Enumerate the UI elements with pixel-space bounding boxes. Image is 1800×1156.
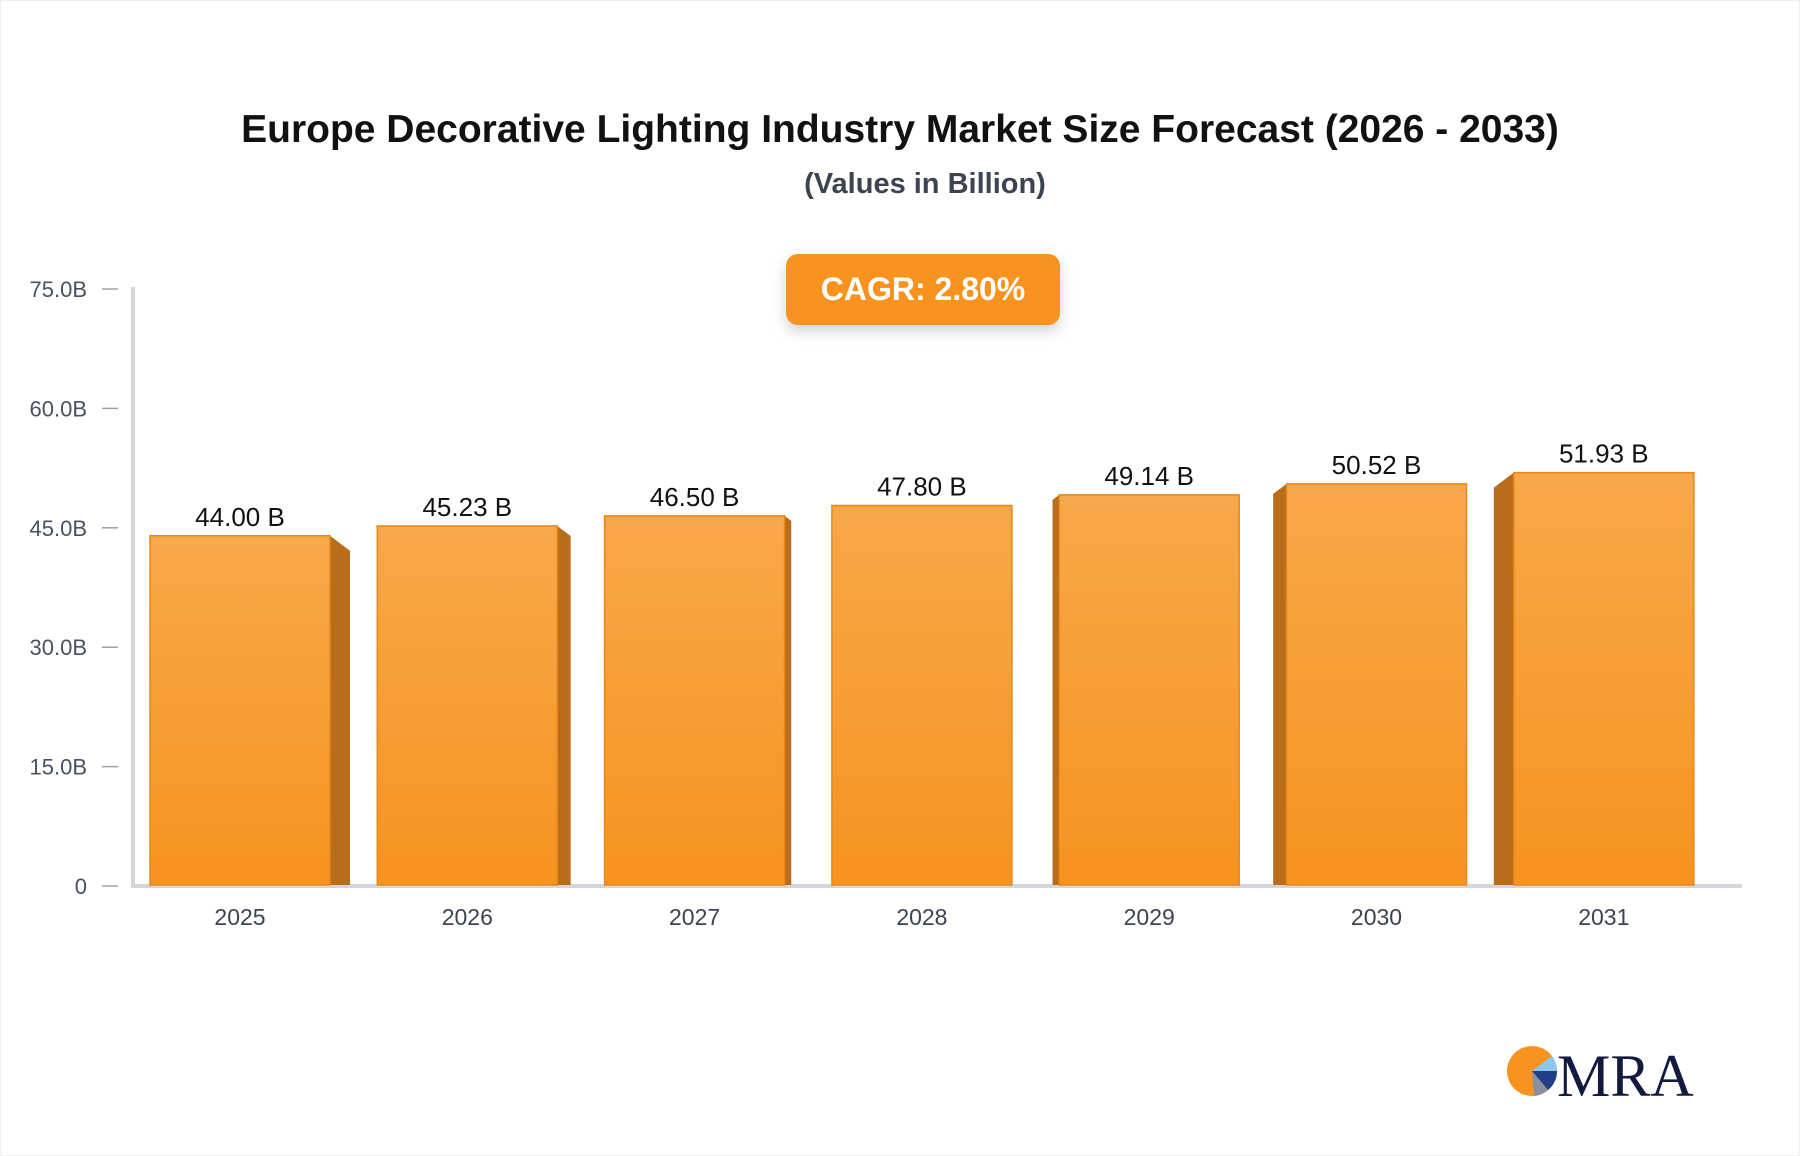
bar xyxy=(1058,494,1240,886)
data-label: 45.23 B xyxy=(422,492,512,522)
cagr-badge: CAGR: 2.80% xyxy=(786,254,1060,325)
y-tick-label: 0 xyxy=(75,874,87,899)
mra-logo: MRA xyxy=(1505,1040,1705,1109)
bar xyxy=(1513,471,1695,886)
y-tick-label: 60.0B xyxy=(30,396,88,421)
x-tick-label: 2029 xyxy=(1124,904,1175,930)
data-label: 51.93 B xyxy=(1559,439,1649,469)
logo-text: MRA xyxy=(1557,1043,1694,1100)
data-label: 46.50 B xyxy=(650,482,740,512)
bar xyxy=(603,515,786,886)
bar xyxy=(149,535,331,886)
bar xyxy=(831,504,1013,886)
x-tick-label: 2031 xyxy=(1578,904,1629,930)
y-tick-label: 45.0B xyxy=(30,516,88,541)
data-label: 44.00 B xyxy=(195,502,285,532)
bar-side xyxy=(1052,494,1060,885)
data-label: 49.14 B xyxy=(1104,461,1194,491)
data-label: 50.52 B xyxy=(1332,450,1422,480)
y-tick-label: 75.0B xyxy=(30,277,88,302)
bar-side xyxy=(1273,483,1287,885)
x-tick-label: 2028 xyxy=(896,904,947,930)
bar-side xyxy=(330,535,350,885)
x-tick-label: 2027 xyxy=(669,904,720,930)
y-tick-label: 30.0B xyxy=(30,635,88,660)
bar-side xyxy=(557,525,571,885)
x-tick-label: 2030 xyxy=(1351,904,1402,930)
x-tick-label: 2025 xyxy=(214,904,265,930)
bar-side xyxy=(1493,472,1514,885)
bar xyxy=(1285,483,1468,886)
x-tick-label: 2026 xyxy=(442,904,493,930)
bar-side xyxy=(784,515,792,885)
logo-pie-icon: MRA xyxy=(1507,1043,1694,1109)
chart-subtitle: (Values in Billion) xyxy=(804,168,1046,200)
data-label: 47.80 B xyxy=(877,472,967,502)
chart-title: Europe Decorative Lighting Industry Mark… xyxy=(241,108,1559,151)
y-tick-label: 15.0B xyxy=(30,755,88,780)
bar xyxy=(376,525,559,886)
